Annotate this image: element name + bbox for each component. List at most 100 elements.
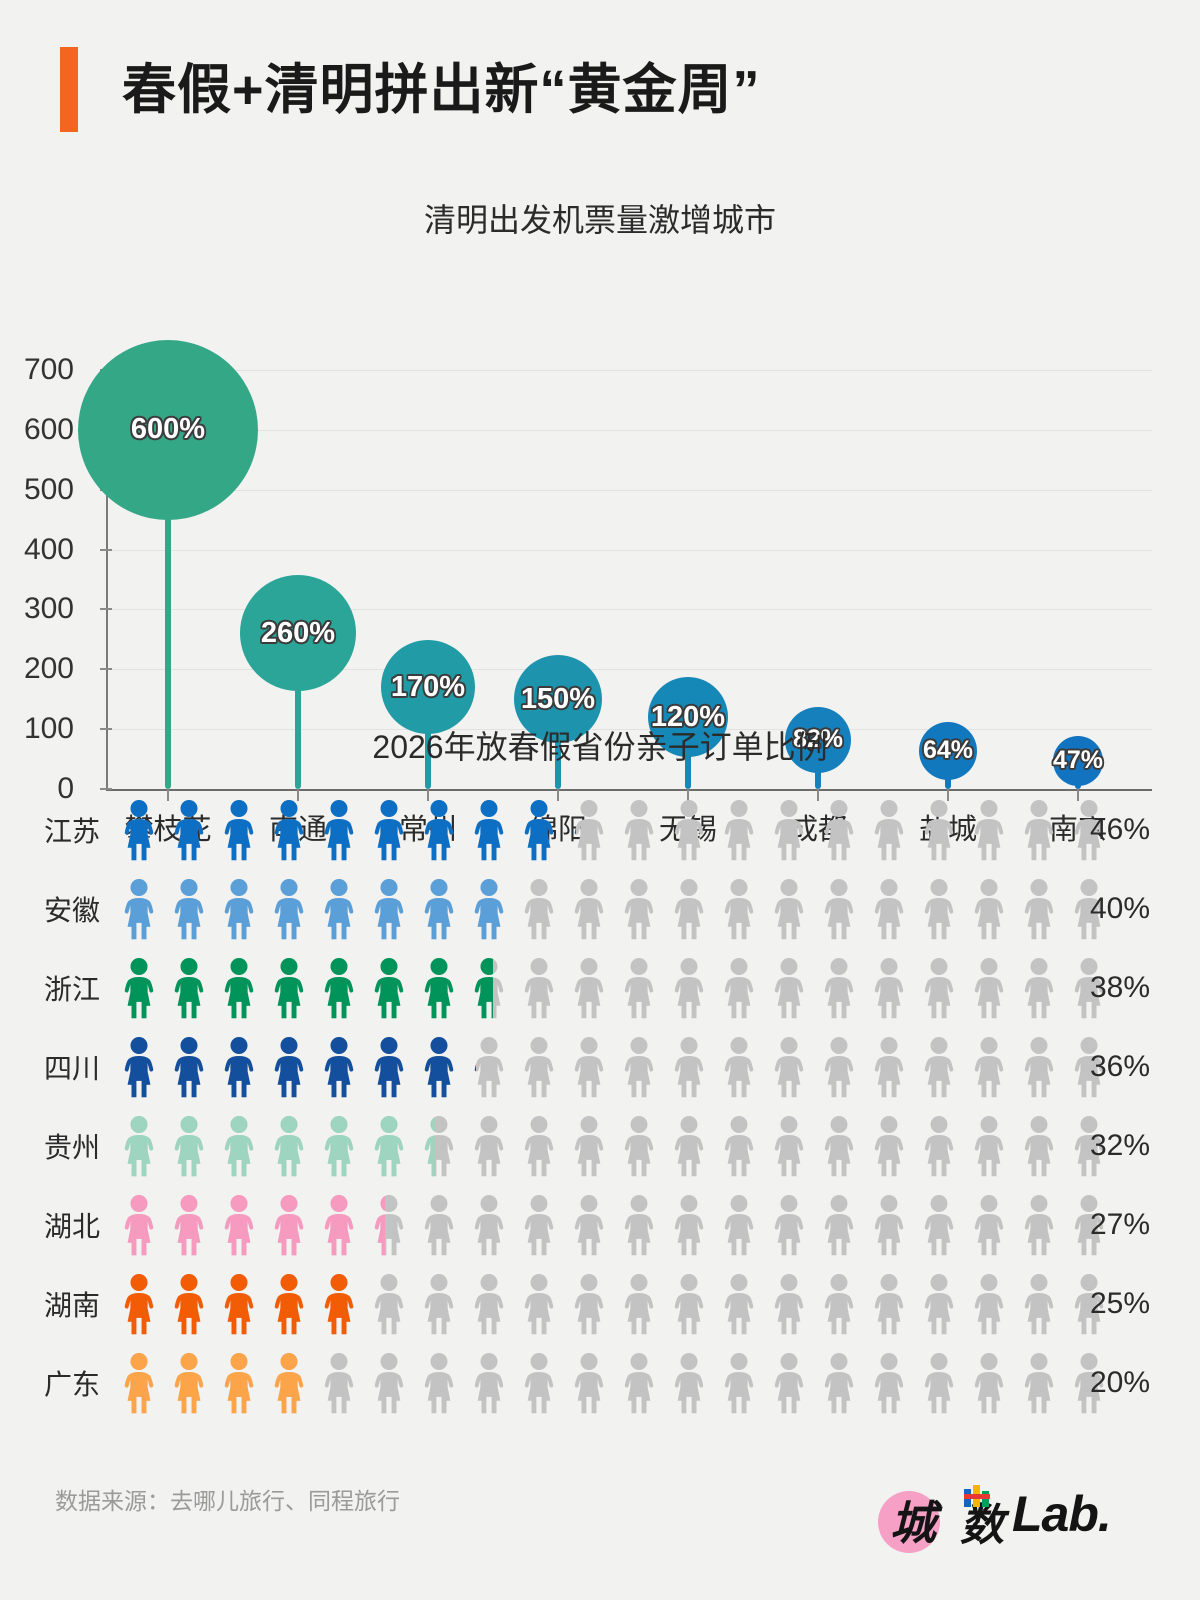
person-icon-filled: [518, 799, 560, 861]
person-icon: [318, 1194, 368, 1256]
person-icon-filled: [318, 1036, 360, 1098]
bubble-chart-title: 清明出发机票量激增城市: [423, 202, 776, 238]
bubble-marker[interactable]: 64%: [919, 721, 977, 780]
person-icon: [718, 878, 768, 940]
person-icon: [568, 957, 618, 1019]
person-icon: [968, 1194, 1018, 1256]
person-icon-filled: [168, 1194, 210, 1256]
person-icon: [918, 1194, 968, 1256]
person-icon: [618, 799, 668, 861]
bubble-marker[interactable]: 120%: [648, 677, 728, 758]
person-icon: [668, 799, 718, 861]
person-icon: [168, 1352, 218, 1414]
bubble-stem: [165, 429, 171, 789]
x-tick-mark: [167, 789, 169, 801]
person-icon: [518, 1036, 568, 1098]
person-icon-filled: [218, 957, 260, 1019]
person-icon-filled: [268, 1273, 310, 1335]
pictogram-icon-group: [118, 1343, 1118, 1422]
x-axis-line: [106, 789, 1152, 791]
pictogram-row-value: 20%: [1090, 1365, 1151, 1399]
gridline: [106, 370, 1152, 371]
bubble-value-label: 47%: [1052, 746, 1104, 775]
person-icon: [1018, 1352, 1068, 1414]
person-icon: [918, 1115, 968, 1177]
person-icon-filled: [218, 1273, 260, 1335]
pictogram-row-value: 32%: [1090, 1128, 1151, 1162]
person-icon: [818, 957, 868, 1019]
person-icon: [1018, 799, 1068, 861]
person-icon: [518, 878, 568, 940]
person-icon-filled: [368, 1194, 385, 1256]
bubble-marker[interactable]: 170%: [381, 640, 475, 735]
gridline: [106, 609, 1152, 611]
y-tick-mark: [100, 668, 112, 671]
bubble-marker[interactable]: 150%: [514, 655, 602, 744]
person-icon: [468, 1352, 518, 1414]
person-icon-filled: [118, 1115, 160, 1177]
pictogram-row-label: 四川: [43, 1052, 100, 1084]
pictogram-row-label: 江苏: [43, 815, 100, 847]
pictogram-row: 浙江 38%: [0, 948, 1200, 1027]
bubble-marker[interactable]: 260%: [240, 575, 356, 692]
person-icon: [618, 1036, 668, 1098]
person-icon-filled: [318, 1273, 360, 1335]
person-icon-filled: [368, 799, 410, 861]
person-icon: [518, 957, 568, 1019]
person-icon: [368, 878, 418, 940]
person-icon: [968, 957, 1018, 1019]
person-icon: [1018, 957, 1068, 1019]
person-icon: [618, 1352, 668, 1414]
person-icon: [768, 957, 818, 1019]
person-icon: [618, 1194, 668, 1256]
bubble-marker[interactable]: 600%: [78, 339, 258, 520]
person-icon-filled: [418, 878, 460, 940]
bubble-marker[interactable]: 82%: [785, 706, 851, 773]
person-icon: [968, 1352, 1018, 1414]
person-icon: [668, 1273, 718, 1335]
pictogram-row-label: 浙江: [43, 973, 100, 1005]
person-icon: [418, 1273, 468, 1335]
person-icon: [568, 1194, 618, 1256]
gridline: [106, 549, 1152, 551]
x-tick-mark: [687, 789, 689, 801]
person-icon-filled: [168, 1352, 210, 1414]
person-icon: [818, 1115, 868, 1177]
person-icon: [918, 1036, 968, 1098]
person-icon-filled: [418, 1036, 460, 1098]
person-icon-filled: [168, 1036, 210, 1098]
bubble-marker[interactable]: 47%: [1052, 735, 1104, 786]
x-tick-mark: [1077, 789, 1079, 801]
person-icon: [318, 1115, 368, 1177]
y-tick-mark: [100, 728, 112, 731]
header: 春假+清明拼出新“黄金周”: [0, 0, 1200, 160]
person-icon: [168, 957, 218, 1019]
pictogram-icon-group: [118, 1106, 1118, 1185]
person-icon: [568, 878, 618, 940]
person-icon-filled: [468, 799, 510, 861]
y-tick-mark: [100, 548, 112, 551]
person-icon: [968, 1273, 1018, 1335]
person-icon: [268, 799, 318, 861]
person-icon: [568, 1352, 618, 1414]
data-source-note: 数据来源：去哪儿旅行、同程旅行: [55, 1488, 400, 1514]
footer: 数据来源：去哪儿旅行、同程旅行 城 数 Lab.: [0, 1460, 1200, 1600]
person-icon: [968, 799, 1018, 861]
pictogram-row-value: 38%: [1090, 970, 1151, 1004]
x-tick-mark: [297, 789, 299, 801]
person-icon: [818, 1352, 868, 1414]
bubble-stem: [295, 633, 301, 789]
person-icon-filled: [418, 1115, 435, 1177]
person-icon: [468, 799, 518, 861]
person-icon-filled: [168, 878, 210, 940]
person-icon: [968, 1036, 1018, 1098]
gridline: [106, 729, 1152, 731]
bubble-value-label: 170%: [390, 670, 466, 703]
person-icon-filled: [268, 878, 310, 940]
person-icon: [668, 957, 718, 1019]
bubble-value-label: 64%: [922, 736, 974, 765]
bubble-value-label: 260%: [260, 616, 336, 649]
person-icon: [218, 799, 268, 861]
person-icon: [918, 1352, 968, 1414]
person-icon: [418, 1352, 468, 1414]
